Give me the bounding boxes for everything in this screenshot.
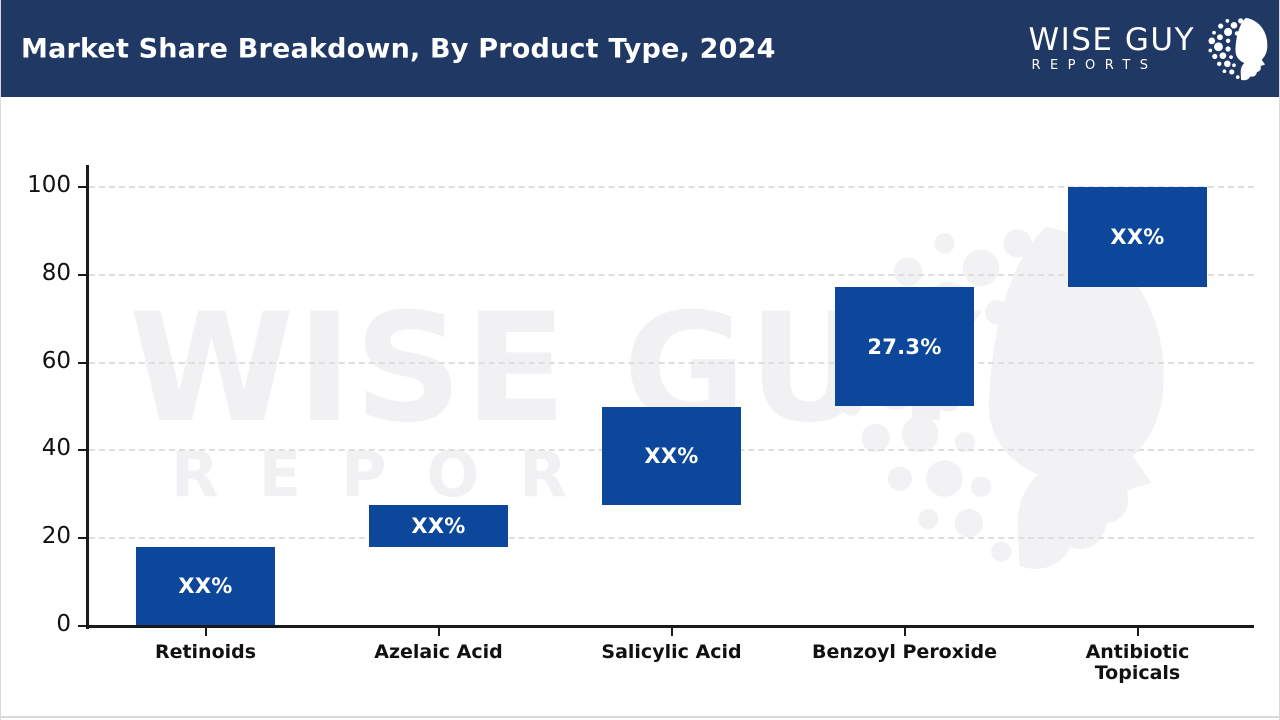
x-axis-category-label: Azelaic Acid [374, 641, 503, 663]
x-tick-mark [204, 628, 207, 636]
y-tick-mark [78, 273, 87, 276]
y-tick-mark [78, 361, 87, 364]
x-tick-mark [1136, 628, 1139, 636]
x-tick-mark [437, 628, 440, 636]
x-axis-category-label: Benzoyl Peroxide [811, 641, 997, 663]
x-axis-category-label: Antibiotic Topicals [1085, 641, 1190, 684]
bottom-border-line [1, 716, 1279, 718]
y-tick-mark [78, 625, 87, 627]
waterfall-bar: XX% [1068, 187, 1207, 287]
x-tick-mark [670, 628, 673, 636]
y-axis-tick-label: 80 [41, 259, 71, 286]
y-axis-tick-label: 20 [41, 523, 71, 550]
x-tick-mark [903, 628, 906, 636]
y-gridline [89, 186, 1254, 188]
bar-value-label: XX% [644, 443, 699, 468]
y-axis-line [86, 165, 89, 629]
y-gridline [89, 537, 1254, 540]
x-axis-category-label: Retinoids [154, 641, 257, 663]
bar-value-label: 27.3% [867, 334, 942, 359]
waterfall-bar: XX% [136, 546, 275, 626]
x-axis-line [86, 625, 1254, 628]
wise-guy-reports-logo: WISE GUY REPORTS [1028, 6, 1271, 91]
bar-value-label: XX% [178, 574, 233, 599]
y-gridline [89, 273, 1254, 276]
bar-value-label: XX% [411, 514, 466, 539]
waterfall-bar: XX% [369, 505, 508, 547]
bar-value-label: XX% [1110, 224, 1165, 249]
y-axis-tick-label: 40 [41, 435, 71, 462]
waterfall-bar: 27.3% [835, 286, 974, 407]
logo-text: WISE GUY REPORTS [1028, 24, 1195, 74]
logo-subtitle: REPORTS [1031, 58, 1158, 74]
dotted-head-icon [1208, 17, 1268, 80]
header-band: Market Share Breakdown, By Product Type,… [1, 0, 1279, 97]
y-gridline [89, 361, 1254, 364]
y-tick-mark [78, 186, 87, 188]
y-axis-tick-label: 0 [56, 611, 71, 637]
y-axis-tick-label: 100 [27, 172, 71, 198]
y-axis-tick-label: 60 [41, 347, 71, 374]
waterfall-bar: XX% [602, 406, 741, 506]
logo-wordmark: WISE GUY [1028, 21, 1195, 58]
x-axis-category-label: Salicylic Acid [601, 641, 742, 663]
y-tick-mark [78, 449, 87, 452]
page-title: Market Share Breakdown, By Product Type,… [21, 33, 776, 64]
y-tick-mark [78, 537, 87, 540]
